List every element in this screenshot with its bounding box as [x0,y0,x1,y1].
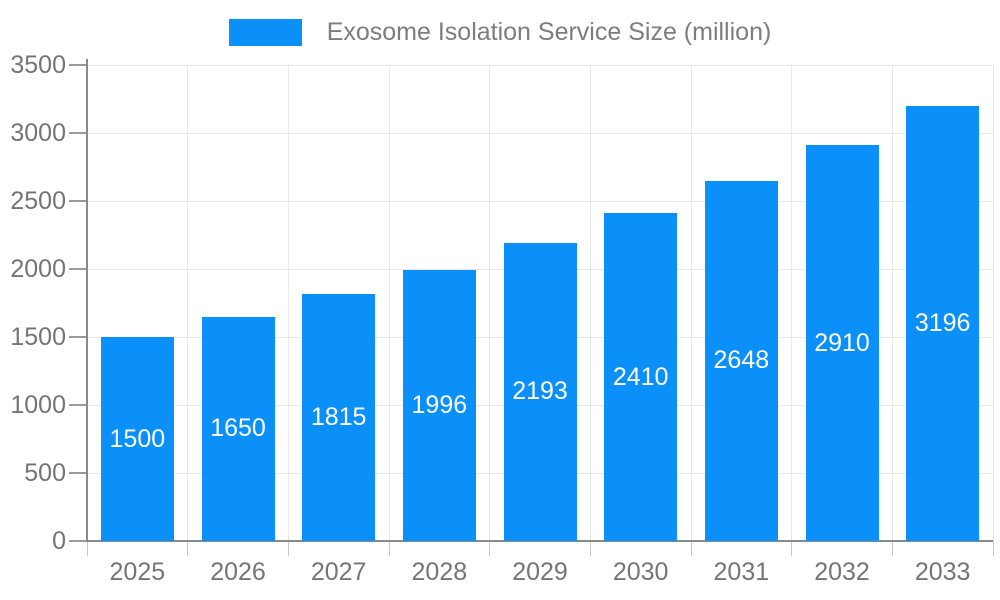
bar-value-label: 2648 [713,346,770,375]
bar[interactable]: 1996 [402,269,476,541]
bar[interactable]: 1650 [201,316,275,541]
x-tick [690,541,692,556]
x-tick [287,541,289,556]
bar[interactable]: 1815 [302,294,376,541]
bar-value-label: 1815 [310,403,367,432]
gridline-v [690,65,692,541]
x-tick-label: 2028 [411,558,468,586]
y-tick [69,336,87,338]
y-tick-label: 1500 [10,323,66,351]
bar-value-label: 2410 [612,362,669,391]
bar[interactable]: 2410 [604,213,678,541]
legend-item[interactable]: Exosome Isolation Service Size (million) [0,12,1000,52]
y-axis-line [86,59,88,541]
x-axis-line [86,540,993,542]
x-tick [489,541,491,556]
gridline-v [589,65,591,541]
bar[interactable]: 2648 [704,180,778,541]
x-tick [589,541,591,556]
x-tick [388,541,390,556]
x-tick-label: 2031 [713,558,770,586]
bar-value-label: 3196 [914,309,971,338]
x-tick-label: 2030 [612,558,669,586]
y-tick [69,472,87,474]
gridline-v [891,65,893,541]
y-tick [69,540,87,542]
x-tick-label: 2026 [210,558,266,586]
y-tick [69,132,87,134]
legend-label: Exosome Isolation Service Size (million) [326,17,772,46]
gridline-v [489,65,491,541]
bar-value-label: 2910 [814,328,870,357]
y-tick-label: 2500 [10,187,66,215]
y-tick-label: 2000 [10,255,66,283]
x-tick [86,541,88,556]
gridline-v [388,65,390,541]
y-tick [69,404,87,406]
bar-value-label: 1500 [109,424,166,453]
x-tick-label: 2025 [109,558,166,586]
x-tick [891,541,893,556]
bar-value-label: 2193 [512,377,568,406]
gridline-h [87,132,993,134]
bar[interactable]: 3196 [906,106,980,541]
y-tick [69,64,87,66]
gridline-h [87,64,993,66]
x-tick-label: 2032 [814,558,870,586]
gridline-h [87,200,993,202]
y-tick-label: 3500 [10,51,66,79]
bar-value-label: 1650 [210,414,266,443]
legend-swatch [228,18,302,46]
gridline-v [287,65,289,541]
gridline-v [187,65,189,541]
x-tick-label: 2033 [914,558,971,586]
y-tick [69,200,87,202]
x-tick [992,541,994,556]
gridline-v [992,65,994,541]
gridline-v [791,65,793,541]
x-tick-label: 2029 [512,558,568,586]
y-tick-label: 1000 [10,391,66,419]
bar[interactable]: 2193 [503,242,577,541]
y-tick [69,268,87,270]
bar[interactable]: 2910 [805,145,879,541]
bar[interactable]: 1500 [100,337,174,541]
bar-value-label: 1996 [411,390,468,419]
x-tick-label: 2027 [310,558,367,586]
x-tick [187,541,189,556]
y-tick-label: 0 [52,527,66,555]
y-tick-label: 3000 [10,119,66,147]
x-tick [791,541,793,556]
y-tick-label: 500 [24,459,66,487]
